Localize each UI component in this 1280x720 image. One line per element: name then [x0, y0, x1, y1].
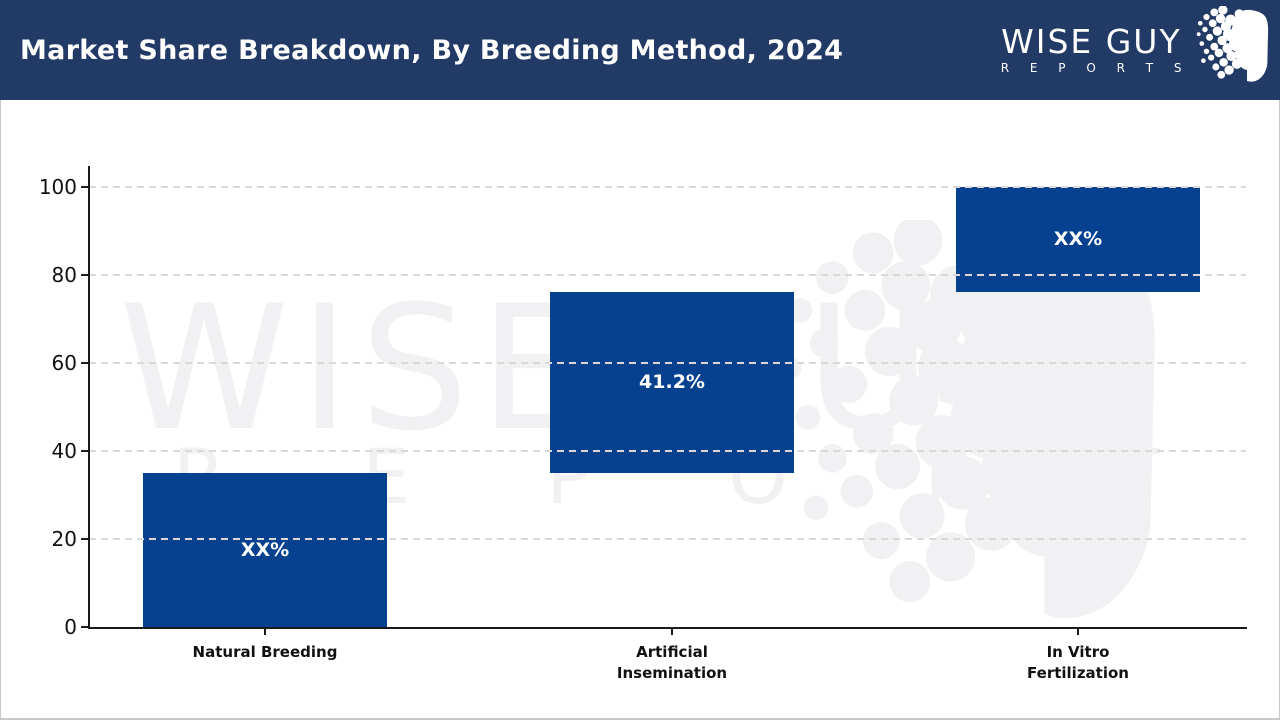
- gridline: [89, 538, 1246, 541]
- brand-logo-text: WISE GUY R E P O R T S: [993, 21, 1190, 75]
- gridline: [89, 450, 1246, 453]
- x-category-label-line: In Vitro: [1046, 643, 1110, 661]
- brand-subtitle: R E P O R T S: [1000, 60, 1190, 75]
- x-category-label-line: Fertilization: [1027, 664, 1129, 682]
- header-banner: Market Share Breakdown, By Breeding Meth…: [0, 0, 1280, 100]
- x-tick-mark: [264, 627, 266, 635]
- y-tick-label: 80: [51, 263, 77, 288]
- bar: XX%: [956, 187, 1200, 292]
- y-tick-label: 20: [51, 527, 77, 552]
- x-category-label: Artificial Insemination: [532, 642, 812, 684]
- bar: 41.2%: [550, 291, 794, 474]
- y-tick-mark: [81, 186, 89, 189]
- gridline: [89, 274, 1246, 277]
- y-tick-label: 100: [38, 175, 77, 200]
- dotted-head-logo-icon: [1196, 6, 1269, 82]
- bar-value-label: XX%: [1053, 228, 1103, 251]
- x-tick-mark: [671, 627, 673, 635]
- bar-value-label: XX%: [240, 539, 290, 562]
- brand-name: WISE GUY: [1001, 21, 1182, 61]
- y-tick-mark: [81, 362, 89, 365]
- y-tick-mark: [81, 538, 89, 541]
- x-tick-mark: [1077, 627, 1079, 635]
- y-tick-label: 0: [64, 615, 77, 639]
- page-title: Market Share Breakdown, By Breeding Meth…: [20, 34, 844, 66]
- brand-logo: WISE GUY R E P O R T S: [993, 6, 1272, 92]
- bar: XX%: [143, 473, 387, 627]
- y-tick-label: 60: [51, 351, 77, 376]
- plot-area: 0 20 40 60 80 100 XX% 41.2% XX% Natural Breeding A…: [39, 166, 1247, 682]
- bar-value-label: 41.2%: [639, 371, 705, 394]
- y-axis-line: [88, 166, 90, 629]
- y-tick-label: 40: [51, 439, 77, 464]
- gridline: [89, 186, 1246, 189]
- x-axis-line: [88, 627, 1247, 629]
- y-tick-mark: [81, 274, 89, 277]
- x-category-label: In Vitro Fertilization: [938, 642, 1218, 684]
- gridline: [89, 362, 1246, 365]
- x-category-label-line: Insemination: [616, 664, 728, 682]
- x-category-label: Natural Breeding: [125, 642, 405, 663]
- y-tick-mark: [81, 626, 89, 628]
- x-category-label-line: Artificial: [636, 643, 708, 661]
- x-category-label-line: Natural Breeding: [192, 643, 338, 661]
- y-tick-mark: [81, 450, 89, 453]
- chart-panel: WISE GUY R E P O R T S 0 20 40 60 80 100 XX% 41…: [0, 100, 1280, 720]
